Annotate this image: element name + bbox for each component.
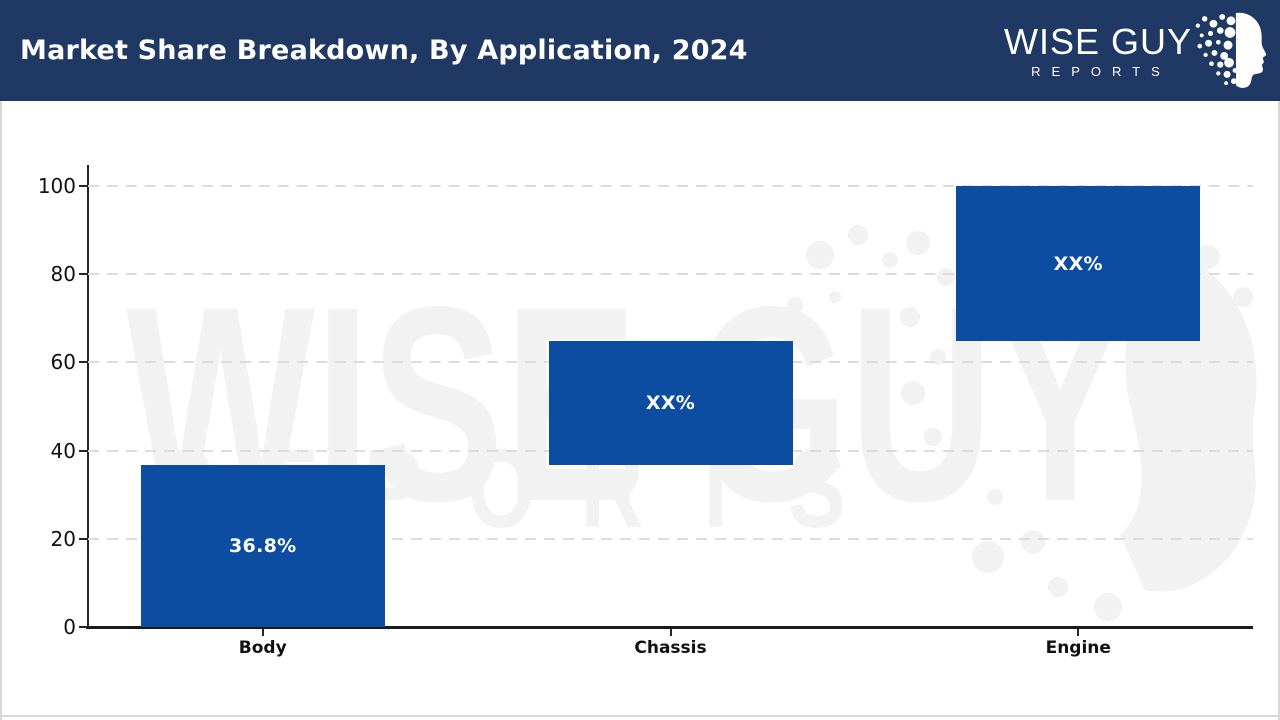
card-border-bottom: [0, 715, 1280, 717]
bar-engine: XX%: [956, 186, 1201, 342]
y-axis-line: [87, 165, 89, 628]
header: Market Share Breakdown, By Application, …: [0, 0, 1280, 101]
wiseguy-face-icon: [1195, 12, 1267, 88]
bar-value-label-engine: XX%: [1053, 252, 1103, 275]
y-tick-80: [79, 273, 88, 276]
y-tick-100: [79, 185, 88, 187]
bar-body: 36.8%: [140, 464, 385, 627]
y-tick-40: [79, 449, 88, 452]
y-tick-label-20: 20: [50, 526, 76, 551]
x-axis-line: [86, 626, 1253, 629]
y-tick-label-0: 0: [63, 615, 76, 639]
gridline-80: [88, 273, 1253, 276]
wiseguy-logo: WISE GUY REPORTS: [1004, 8, 1268, 94]
bar-value-label-chassis: XX%: [645, 391, 696, 414]
card-border-left: [0, 101, 2, 720]
y-tick-label-100: 100: [37, 174, 76, 198]
y-tick-20: [79, 537, 88, 540]
logo-wiseguy-label: WISE GUY: [1003, 21, 1192, 63]
y-tick-label-40: 40: [50, 438, 76, 463]
bar-value-label-body: 36.8%: [229, 534, 297, 557]
x-tick-body: [261, 629, 264, 636]
x-tick-engine: [1077, 629, 1080, 636]
page-title: Market Share Breakdown, By Application, …: [20, 35, 748, 66]
bar-chassis: XX%: [548, 341, 793, 465]
x-category-label-body: Body: [238, 638, 287, 658]
y-tick-label-80: 80: [50, 262, 76, 287]
x-tick-chassis: [669, 629, 672, 636]
x-category-label-chassis: Chassis: [634, 638, 707, 658]
y-tick-label-60: 60: [50, 350, 76, 375]
y-tick-0: [79, 626, 88, 628]
logo-reports-label: REPORTS: [1031, 63, 1171, 79]
wiseguy-logo-text: WISE GUY REPORTS: [1004, 23, 1192, 79]
card-border-right: [1278, 101, 1280, 720]
gridline-20: [88, 537, 1253, 540]
gridline-100: [88, 185, 1253, 187]
y-tick-60: [79, 361, 88, 364]
x-category-label-engine: Engine: [1045, 638, 1111, 658]
